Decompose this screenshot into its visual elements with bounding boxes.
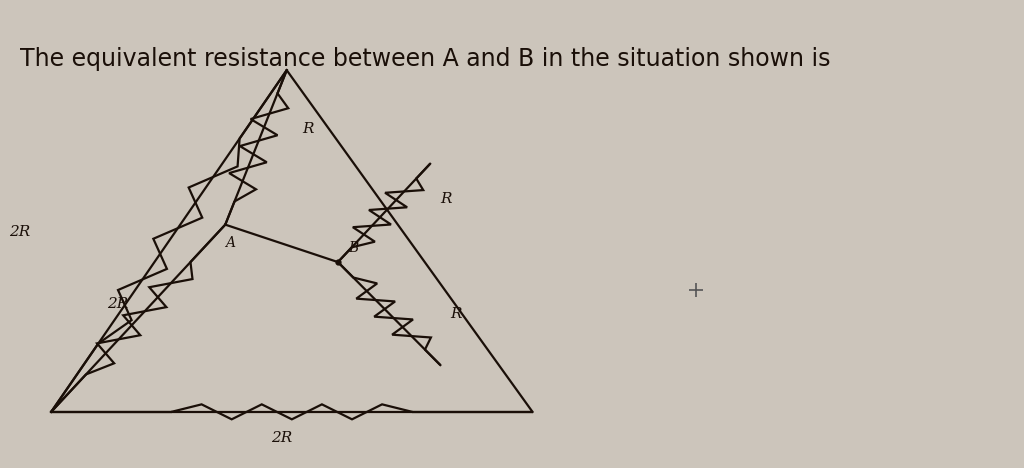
Text: 2R: 2R [9, 225, 31, 239]
Text: R: R [302, 122, 313, 136]
Text: B: B [348, 241, 358, 255]
Text: The equivalent resistance between A and B in the situation shown is: The equivalent resistance between A and … [20, 47, 831, 71]
Text: R: R [451, 307, 462, 321]
Text: 2R: 2R [106, 297, 128, 311]
Text: A: A [225, 236, 236, 250]
Text: 2R: 2R [271, 431, 292, 445]
Text: R: R [440, 192, 452, 206]
